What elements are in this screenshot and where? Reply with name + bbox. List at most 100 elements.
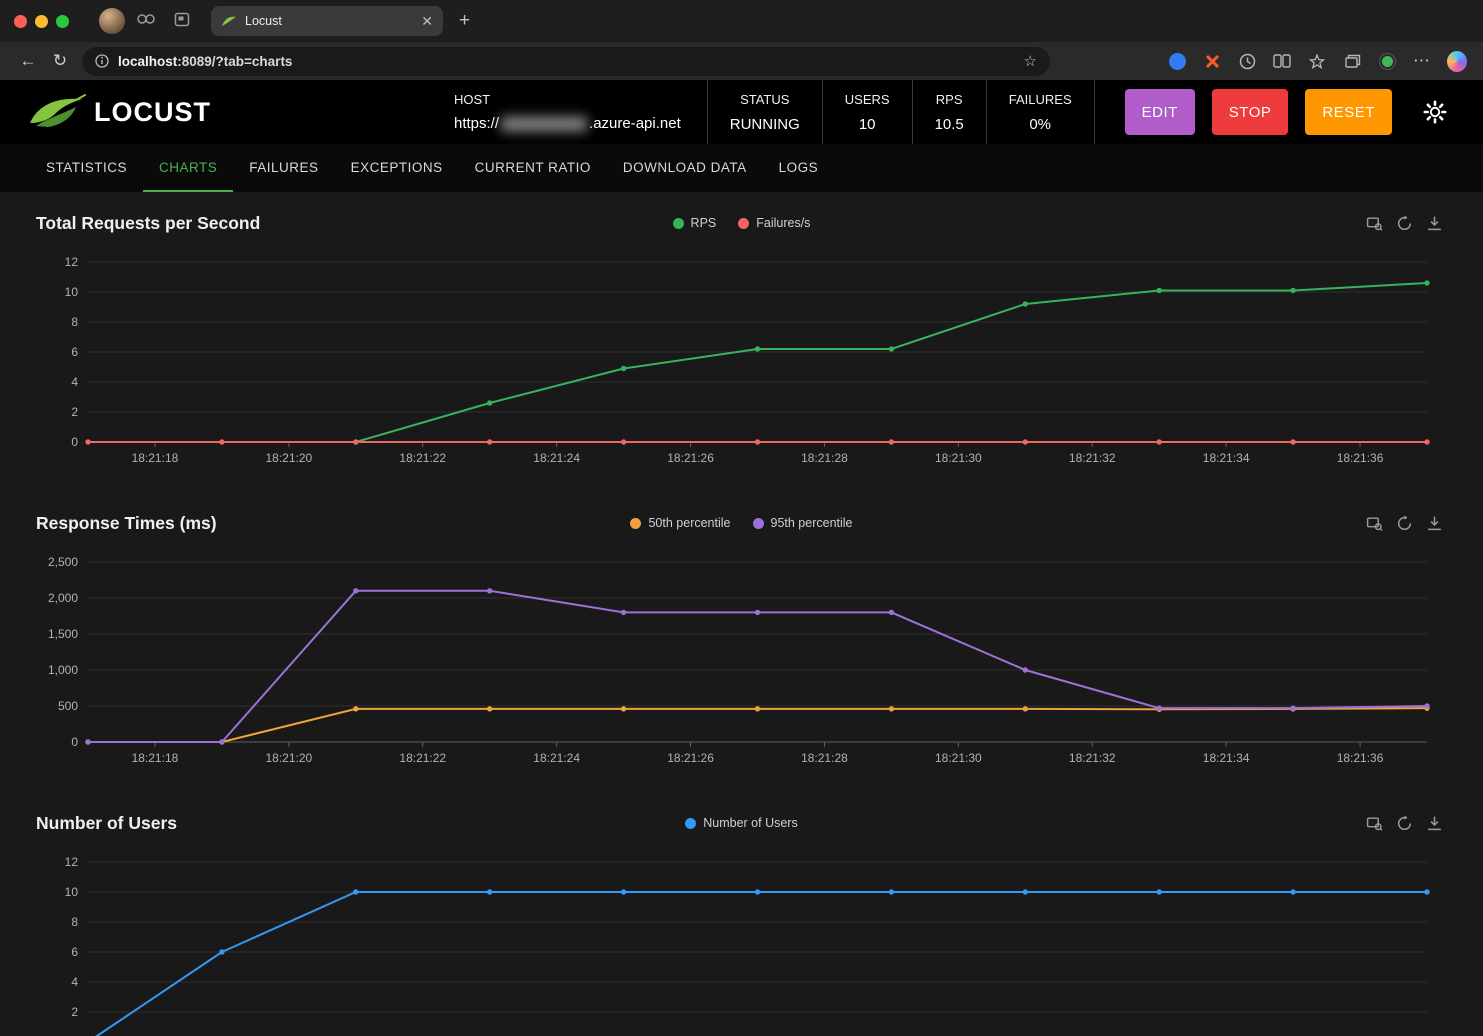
- back-icon[interactable]: ←: [19, 51, 37, 70]
- extension-blue-icon[interactable]: [1167, 51, 1187, 71]
- rps-chart-section: Total Requests per Second RPS Failures/s …: [0, 198, 1483, 498]
- svg-text:4: 4: [71, 975, 78, 989]
- svg-text:6: 6: [71, 345, 78, 359]
- close-window-button[interactable]: [14, 14, 27, 28]
- legend-item[interactable]: RPS: [672, 216, 716, 230]
- svg-text:18:21:36: 18:21:36: [1337, 751, 1384, 765]
- svg-text:2: 2: [71, 1005, 78, 1019]
- restore-icon[interactable]: [1396, 515, 1413, 532]
- browser-toolbar: ← ↻ localhost:8089/?tab=charts ☆ ⋯: [0, 42, 1483, 80]
- stat-label: RPS: [935, 92, 963, 107]
- edit-button[interactable]: EDIT: [1124, 89, 1195, 135]
- chart-toolbox: [1366, 815, 1443, 832]
- chart-title: Number of Users: [36, 812, 178, 833]
- svg-text:2: 2: [71, 405, 78, 419]
- charts-panel: Total Requests per Second RPS Failures/s …: [0, 192, 1483, 1036]
- stop-button[interactable]: STOP: [1211, 89, 1289, 135]
- settings-gear-icon[interactable]: [1423, 100, 1447, 124]
- svg-text:0: 0: [71, 435, 78, 449]
- svg-text:18:21:26: 18:21:26: [667, 751, 714, 765]
- stat-label: FAILURES: [1008, 92, 1072, 107]
- svg-text:18:21:28: 18:21:28: [801, 451, 848, 465]
- svg-text:18:21:30: 18:21:30: [935, 751, 982, 765]
- legend-dot-icon: [672, 217, 684, 229]
- extensions-icon[interactable]: [1377, 51, 1397, 71]
- more-options-icon[interactable]: ⋯: [1413, 51, 1431, 70]
- tab-logs[interactable]: LOGS: [778, 159, 819, 175]
- tab-exceptions[interactable]: EXCEPTIONS: [350, 159, 443, 175]
- restore-icon[interactable]: [1396, 815, 1413, 832]
- copilot-icon[interactable]: [1447, 50, 1467, 72]
- users-chart[interactable]: 02468101218:21:1818:21:2018:21:2218:21:2…: [27, 848, 1456, 1036]
- svg-text:18:21:34: 18:21:34: [1203, 451, 1250, 465]
- tab-groups-icon[interactable]: [131, 12, 161, 30]
- extension-orange-icon[interactable]: [1202, 51, 1222, 71]
- new-tab-button[interactable]: +: [459, 10, 471, 31]
- tab-close-icon[interactable]: ✕: [421, 12, 433, 29]
- chart-legend: RPS Failures/s: [0, 216, 1483, 230]
- stat-failures: FAILURES 0%: [985, 80, 1095, 144]
- response-times-chart[interactable]: 0 500 1,000 1,500 2,000 2,500 18:21:18 18:21:20…: [27, 548, 1456, 798]
- svg-text:18:21:32: 18:21:32: [1069, 751, 1116, 765]
- minimize-window-button[interactable]: [35, 14, 48, 28]
- stat-rps: RPS 10.5: [911, 80, 986, 144]
- legend-dot-icon: [685, 817, 697, 829]
- legend-item[interactable]: 50th percentile: [630, 516, 731, 530]
- data-zoom-icon[interactable]: [1366, 815, 1383, 832]
- locust-favicon: [221, 14, 237, 28]
- tab-title: Locust: [245, 14, 282, 28]
- legend-label: Number of Users: [703, 816, 798, 830]
- svg-text:18:21:24: 18:21:24: [533, 451, 580, 465]
- legend-item[interactable]: Failures/s: [738, 216, 810, 230]
- app-header: LOCUST HOST https:// .azure-api.net STAT…: [0, 80, 1483, 144]
- svg-text:18:21:28: 18:21:28: [801, 751, 848, 765]
- tab-current-ratio[interactable]: CURRENT RATIO: [474, 159, 591, 175]
- bookmark-star-icon[interactable]: ☆: [1023, 53, 1037, 70]
- svg-text:1,500: 1,500: [48, 627, 78, 641]
- svg-text:12: 12: [65, 255, 79, 269]
- legend-label: 95th percentile: [770, 516, 853, 530]
- stat-value: 10.5: [934, 116, 964, 133]
- locust-logo: [26, 93, 86, 131]
- reload-icon[interactable]: ↻: [52, 51, 68, 70]
- chart-title: Total Requests per Second: [36, 212, 261, 233]
- history-clock-icon[interactable]: [1237, 51, 1257, 71]
- svg-text:0: 0: [71, 735, 78, 749]
- address-bar[interactable]: localhost:8089/?tab=charts ☆: [82, 46, 1050, 76]
- url-host: localhost: [118, 53, 178, 69]
- host-redacted: [501, 116, 588, 131]
- chart-toolbox: [1366, 515, 1443, 532]
- site-info-icon[interactable]: [95, 54, 109, 68]
- profile-avatar[interactable]: [99, 8, 125, 34]
- save-image-icon[interactable]: [1426, 215, 1443, 232]
- svg-text:18:21:20: 18:21:20: [265, 451, 312, 465]
- tab-download-data[interactable]: DOWNLOAD DATA: [622, 159, 747, 175]
- svg-text:10: 10: [65, 885, 79, 899]
- favorites-icon[interactable]: [1307, 51, 1327, 71]
- reset-button[interactable]: RESET: [1305, 89, 1392, 135]
- legend-item[interactable]: Number of Users: [685, 816, 798, 830]
- browser-tab-locust[interactable]: Locust ✕: [211, 6, 443, 36]
- collections-icon[interactable]: [1342, 51, 1362, 71]
- restore-icon[interactable]: [1396, 215, 1413, 232]
- zoom-window-button[interactable]: [56, 14, 69, 28]
- tab-statistics[interactable]: STATISTICS: [46, 159, 128, 175]
- data-zoom-icon[interactable]: [1366, 515, 1383, 532]
- legend-item[interactable]: 95th percentile: [752, 516, 853, 530]
- svg-text:2,000: 2,000: [48, 591, 78, 605]
- data-zoom-icon[interactable]: [1366, 215, 1383, 232]
- workspace-icon[interactable]: [167, 12, 197, 31]
- stat-value: RUNNING: [729, 116, 800, 133]
- tab-charts[interactable]: CHARTS: [143, 144, 234, 192]
- svg-text:18:21:36: 18:21:36: [1337, 451, 1384, 465]
- save-image-icon[interactable]: [1426, 515, 1443, 532]
- browser-tab-strip: Locust ✕ +: [0, 0, 1483, 42]
- rps-chart[interactable]: 0 2 4 6 8 10 12 18:21:18 18:21:20 18:21:22 18:21:2…: [27, 248, 1456, 498]
- host-block: HOST https:// .azure-api.net: [454, 80, 707, 144]
- host-label: HOST: [454, 92, 491, 107]
- split-screen-icon[interactable]: [1272, 51, 1292, 71]
- svg-text:500: 500: [58, 699, 78, 713]
- save-image-icon[interactable]: [1426, 815, 1443, 832]
- svg-text:8: 8: [71, 315, 78, 329]
- tab-failures[interactable]: FAILURES: [249, 159, 319, 175]
